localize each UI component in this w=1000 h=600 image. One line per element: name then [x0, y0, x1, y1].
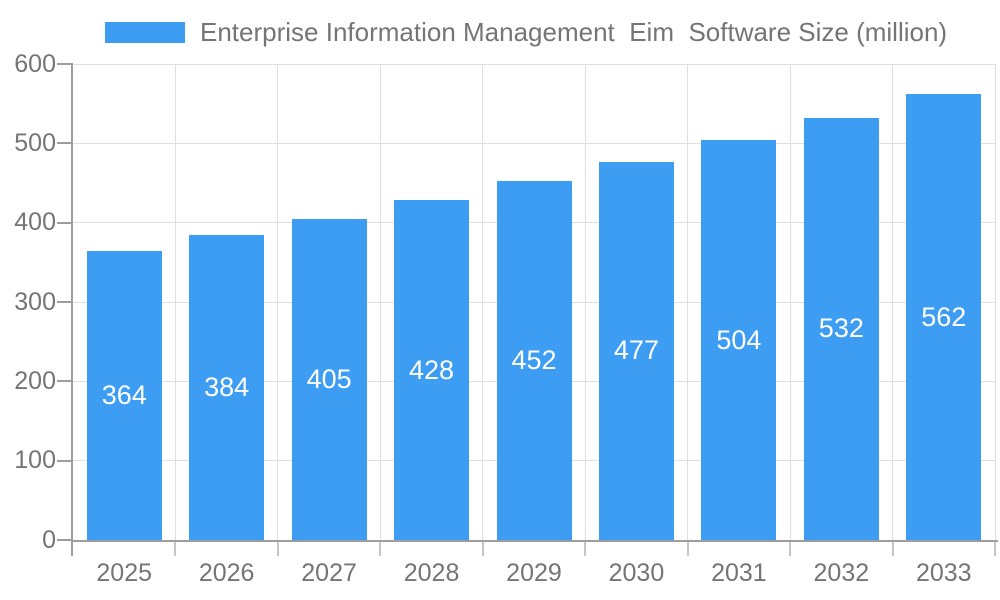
bar: 562: [906, 94, 982, 540]
bar: 477: [598, 161, 674, 540]
bar: 405: [291, 218, 367, 540]
y-tick-label: 300: [14, 287, 56, 316]
x-tick: [686, 540, 689, 556]
bar: 428: [394, 200, 470, 540]
bar: 384: [189, 235, 265, 540]
x-tick: [174, 540, 177, 556]
x-tick: [891, 540, 894, 556]
x-tick: [584, 540, 587, 556]
y-tick-label: 200: [14, 366, 56, 395]
x-tick-label: 2031: [711, 559, 767, 587]
x-tick-label: 2026: [198, 559, 255, 587]
bar-value-label: 428: [409, 354, 455, 385]
gridline-v: [482, 64, 484, 540]
legend-label: Enterprise Information Management Eim So…: [200, 16, 948, 47]
bar: 504: [701, 140, 777, 540]
gridline-v: [789, 64, 791, 540]
bar-value-label: 452: [511, 345, 557, 376]
gridline-v: [994, 64, 996, 540]
x-tick-label: 2032: [813, 559, 870, 587]
bar-value-label: 562: [921, 301, 967, 332]
y-tick-label: 100: [14, 446, 56, 475]
x-tick: [481, 540, 484, 556]
y-tick: [57, 301, 73, 303]
bar-value-label: 364: [101, 380, 147, 411]
x-tick-label: 2029: [506, 559, 562, 587]
bar-value-label: 504: [716, 324, 762, 355]
gridline-v: [584, 64, 586, 540]
y-tick-label: 500: [14, 128, 56, 157]
y-tick: [57, 459, 73, 462]
x-tick-label: 2033: [915, 559, 972, 587]
gridline-h: [73, 142, 995, 144]
y-tick: [57, 539, 73, 541]
gridline-h: [73, 63, 995, 65]
x-tick-label: 2030: [608, 559, 665, 587]
gridline-v: [379, 64, 381, 540]
x-tick-label: 2025: [96, 559, 153, 587]
x-tick: [994, 540, 996, 556]
y-tick: [57, 142, 73, 145]
bar-value-label: 532: [818, 313, 864, 344]
y-tick-label: 0: [42, 525, 56, 554]
y-tick: [57, 380, 73, 383]
legend-swatch: [105, 21, 185, 43]
x-tick: [789, 540, 792, 556]
y-tick-label: 600: [14, 49, 56, 78]
y-tick: [57, 63, 73, 65]
gridline-v: [892, 64, 894, 540]
legend: Enterprise Information Management Eim So…: [105, 16, 948, 47]
bar-value-label: 405: [306, 363, 352, 394]
x-tick: [276, 540, 279, 556]
y-tick: [57, 221, 73, 224]
y-axis-line: [71, 64, 73, 556]
gridline-v: [687, 64, 689, 540]
gridline-v: [174, 64, 176, 540]
bar: 452: [496, 181, 572, 540]
y-tick-label: 400: [14, 208, 56, 237]
x-axis-line: [73, 540, 998, 542]
bar-value-label: 384: [204, 372, 250, 403]
x-tick-label: 2027: [301, 559, 357, 587]
x-tick-label: 2028: [403, 559, 460, 587]
bar: 364: [86, 251, 162, 540]
gridline-v: [277, 64, 279, 540]
x-tick: [379, 540, 382, 556]
bar: 532: [803, 117, 879, 540]
bar-value-label: 477: [613, 335, 659, 366]
